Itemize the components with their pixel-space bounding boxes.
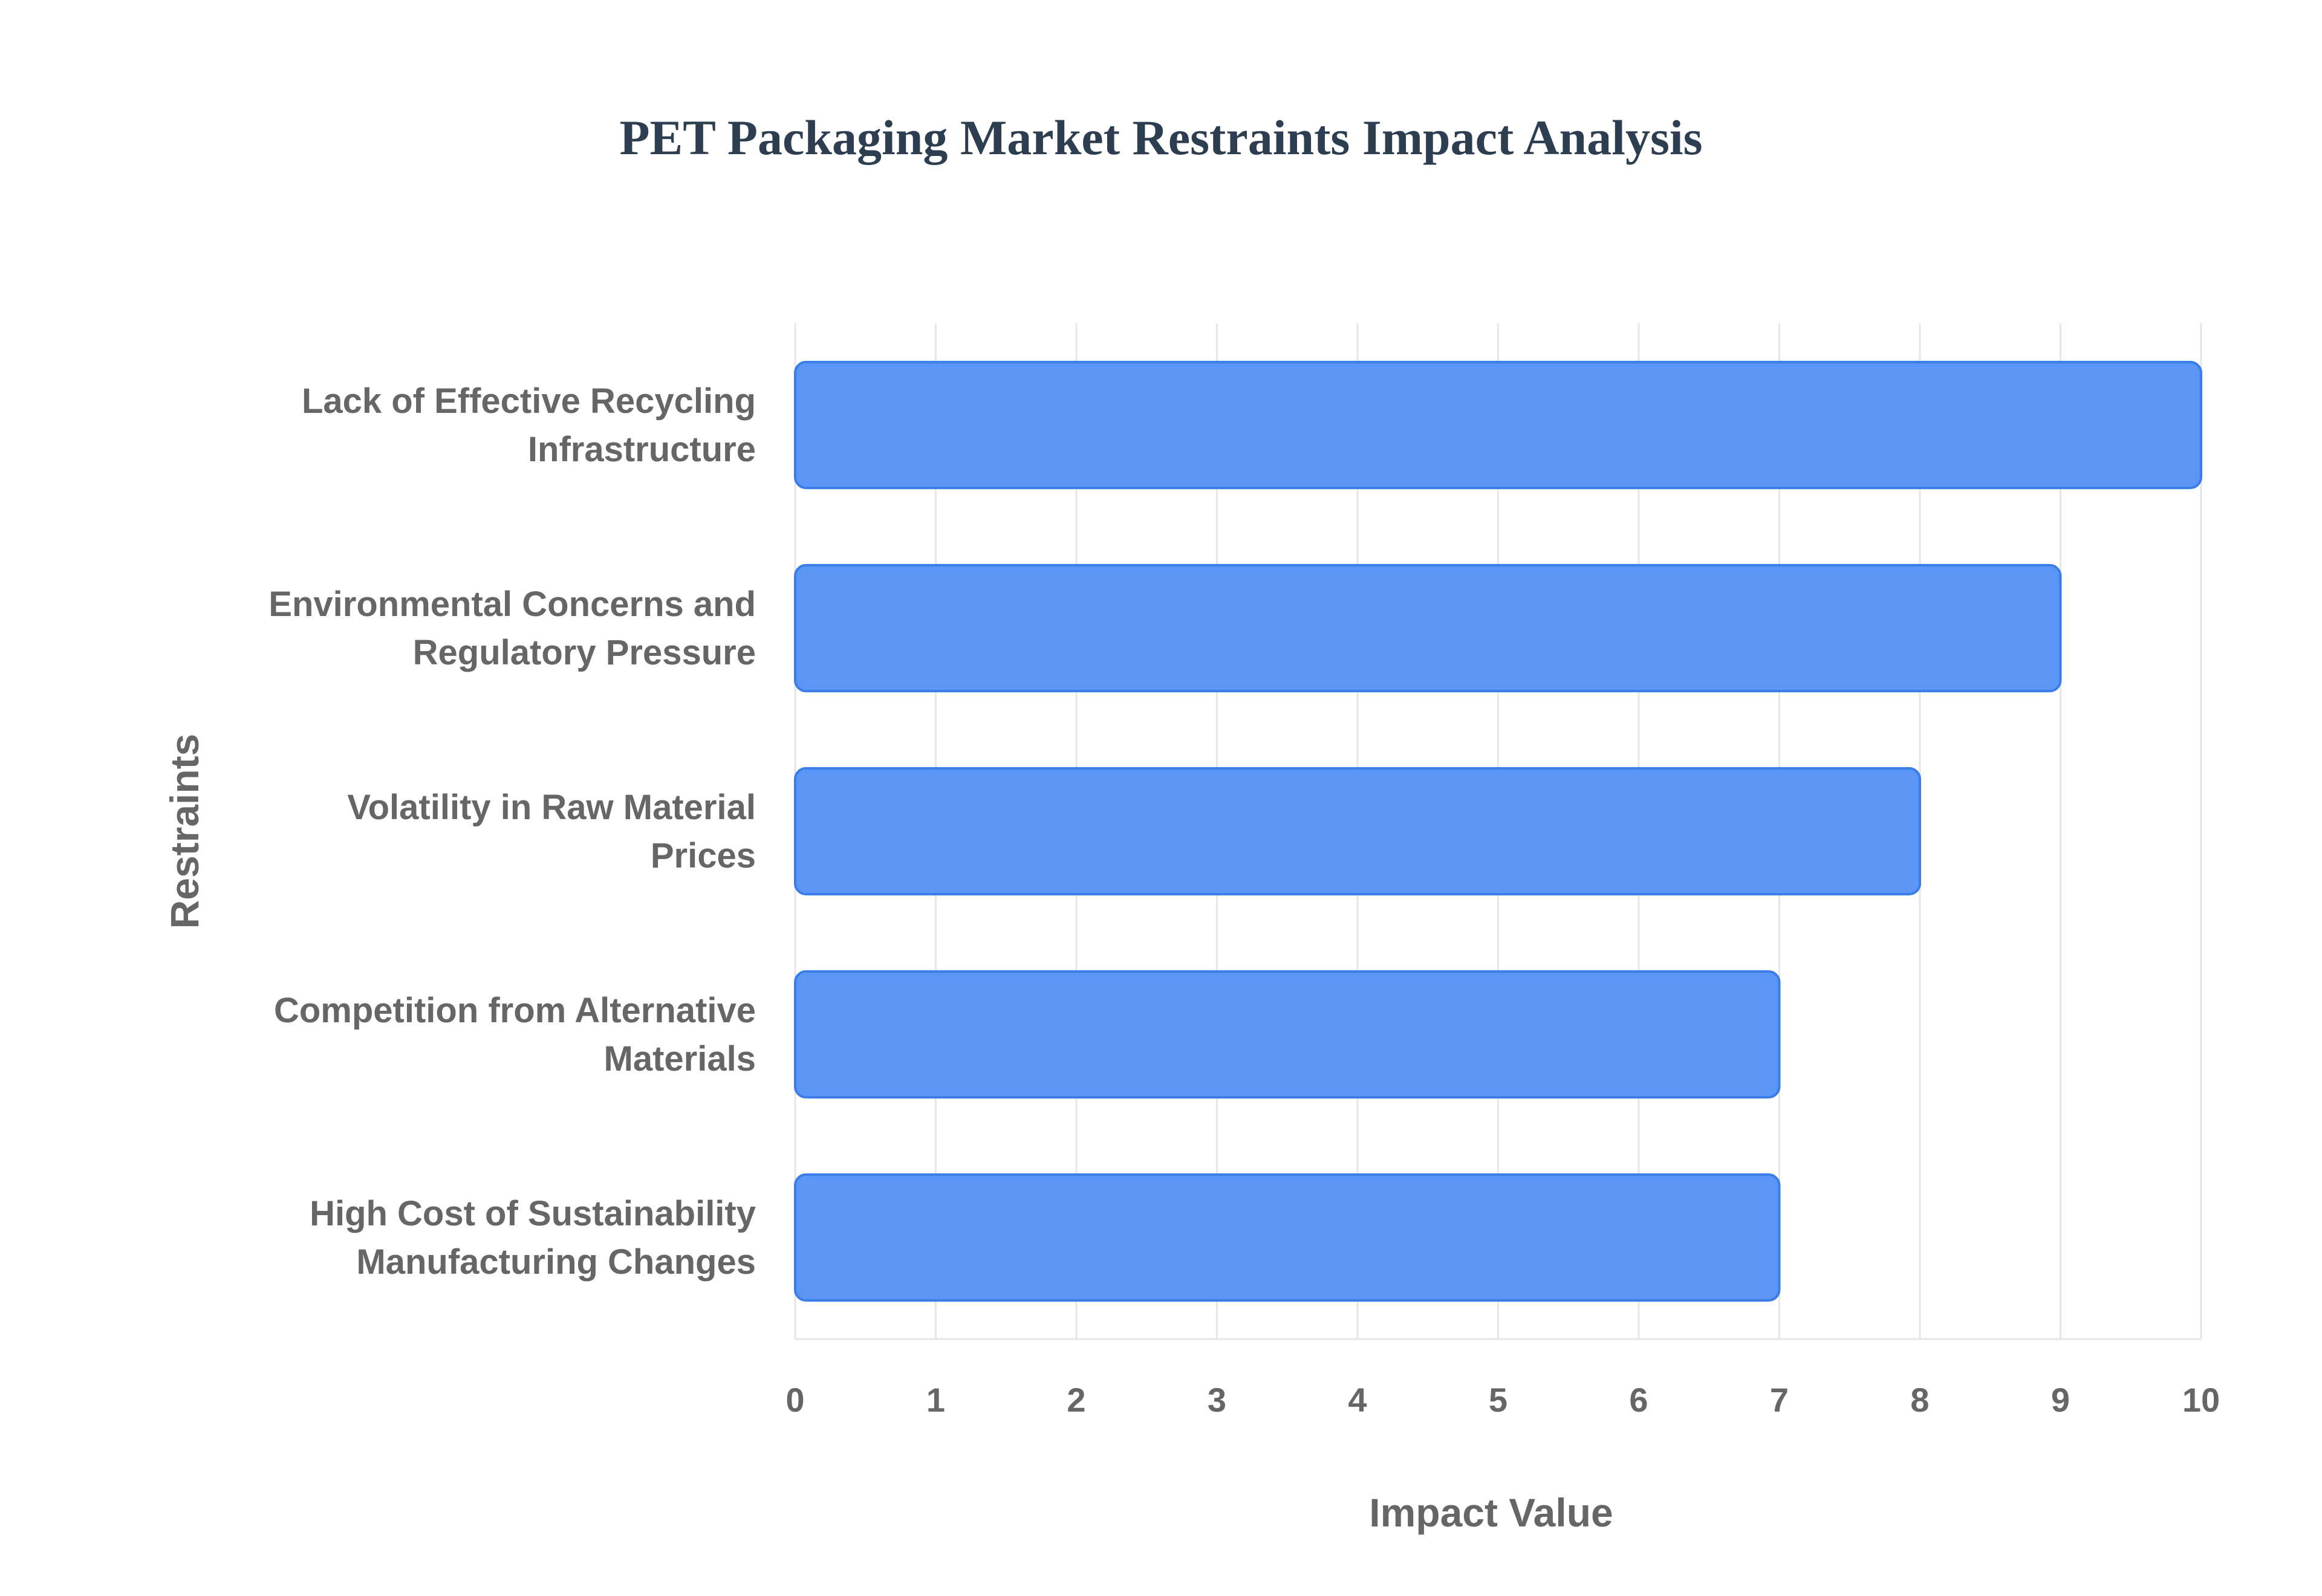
x-tick-label: 8: [1910, 1381, 1929, 1419]
category-labels: Lack of Effective Recycling Infrastructur…: [268, 381, 756, 1282]
x-tick-label: 9: [2051, 1381, 2070, 1419]
y-axis-title: Restraints: [162, 734, 207, 929]
x-tick-label: 5: [1489, 1381, 1507, 1419]
x-axis-title: Impact Value: [1369, 1490, 1613, 1535]
x-tick-label: 10: [2182, 1381, 2220, 1419]
x-tick-label: 0: [785, 1381, 804, 1419]
bar: [794, 1173, 1781, 1302]
category-label: Environmental Concerns and: [268, 585, 756, 624]
x-tick-labels: 0 1 2 3 4 5 6 7 8 9 10: [785, 1381, 2220, 1419]
bar: [794, 563, 2062, 693]
bar: [794, 767, 1921, 896]
category-label: Infrastructure: [528, 430, 756, 469]
category-label: Regulatory Pressure: [413, 633, 756, 672]
category-label: High Cost of Sustainability: [310, 1194, 756, 1233]
bars: [794, 360, 2202, 1302]
x-tick-label: 2: [1067, 1381, 1085, 1419]
chart-title: PET Packaging Market Restraints Impact A…: [619, 110, 1702, 165]
x-tick-label: 7: [1770, 1381, 1789, 1419]
category-label: Volatility in Raw Material: [347, 788, 756, 827]
bar: [794, 970, 1781, 1099]
x-tick-label: 3: [1208, 1381, 1226, 1419]
category-label: Manufacturing Changes: [356, 1242, 756, 1282]
x-tick-label: 4: [1348, 1381, 1367, 1419]
x-tick-label: 6: [1629, 1381, 1648, 1419]
category-label: Materials: [604, 1039, 756, 1079]
x-tick-label: 1: [926, 1381, 945, 1419]
category-label: Prices: [651, 836, 756, 875]
bar: [794, 360, 2202, 490]
category-label: Lack of Effective Recycling: [302, 381, 756, 421]
category-label: Competition from Alternative: [274, 991, 756, 1030]
